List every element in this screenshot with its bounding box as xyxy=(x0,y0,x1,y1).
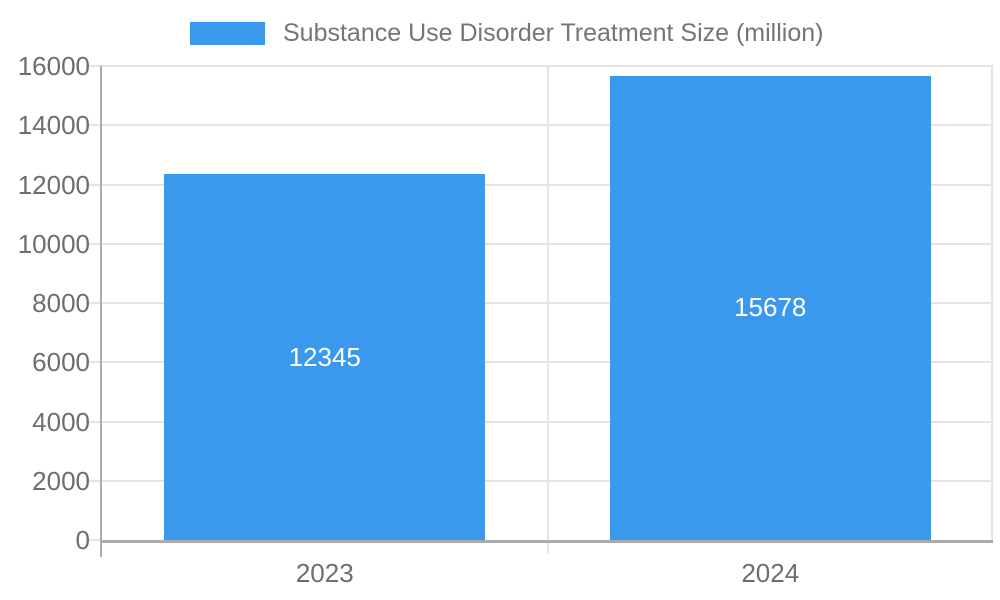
ytick-mark-6000 xyxy=(86,361,102,364)
ytick-mark-16000 xyxy=(86,65,102,67)
ytick-label-10000: 10000 xyxy=(17,228,90,259)
ytick-mark-8000 xyxy=(86,302,102,304)
ytick-mark-4000 xyxy=(86,420,102,423)
ytick-mark-0 xyxy=(86,539,102,541)
x-axis-line xyxy=(100,540,993,543)
bar-2023: 12345 xyxy=(164,174,486,540)
ytick-label-8000: 8000 xyxy=(32,288,90,318)
xtick-label-2024: 2024 xyxy=(741,558,800,588)
ytick-mark-14000 xyxy=(86,124,102,127)
legend-label: Substance Use Disorder Treatment Size (m… xyxy=(283,18,824,47)
ytick-mark-10000 xyxy=(86,242,102,245)
plot-right-border xyxy=(991,66,993,540)
gridline-x-1 xyxy=(546,66,549,553)
xtick-label-2023: 2023 xyxy=(295,558,354,588)
ytick-label-6000: 6000 xyxy=(32,347,90,378)
bar-2024: 15678 xyxy=(609,75,931,540)
ytick-label-2000: 2000 xyxy=(32,465,90,496)
ytick-label-4000: 4000 xyxy=(32,406,90,437)
legend: Substance Use Disorder Treatment Size (m… xyxy=(190,18,824,47)
ytick-mark-2000 xyxy=(86,479,102,482)
bar-value-label-2023: 12345 xyxy=(288,341,361,372)
ytick-mark-12000 xyxy=(86,183,102,186)
legend-swatch xyxy=(190,21,265,45)
y-axis-line xyxy=(100,66,102,557)
ytick-label-0: 0 xyxy=(75,525,90,555)
ytick-label-14000: 14000 xyxy=(17,110,90,141)
ytick-label-12000: 12000 xyxy=(17,169,90,200)
bar-value-label-2024: 15678 xyxy=(734,292,807,323)
ytick-label-16000: 16000 xyxy=(17,51,90,81)
